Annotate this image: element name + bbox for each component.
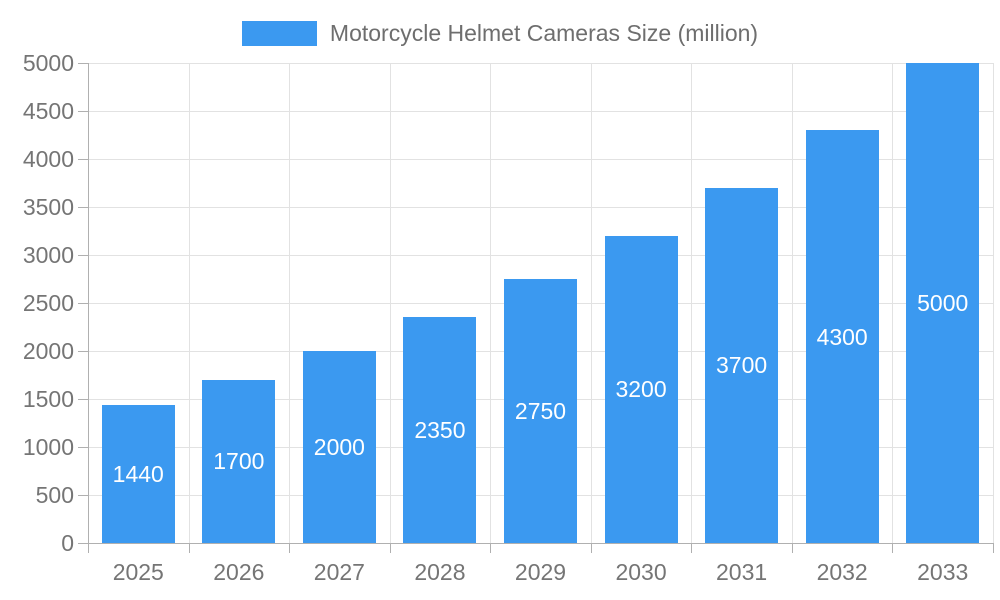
x-axis-label: 2028 (414, 559, 466, 585)
y-axis-label: 5000 (22, 50, 74, 76)
bar (202, 379, 276, 543)
bar (705, 187, 779, 543)
y-axis-line (88, 63, 89, 543)
bar (302, 351, 376, 543)
x-tick (88, 543, 89, 553)
x-gridline (389, 63, 391, 543)
y-gridline (88, 255, 993, 256)
y-axis-label: 2500 (22, 290, 74, 316)
bar (805, 130, 879, 543)
x-axis-label: 2032 (816, 559, 868, 585)
y-tick (78, 255, 88, 256)
x-gridline (490, 63, 492, 543)
y-axis-label: 1000 (22, 434, 74, 460)
y-axis-label: 0 (61, 530, 74, 556)
y-axis-label: 2000 (22, 338, 74, 364)
y-gridline (88, 207, 993, 208)
y-gridline (88, 63, 993, 64)
y-tick (78, 159, 88, 160)
y-tick (78, 111, 88, 112)
bar-value-label: 5000 (917, 290, 969, 316)
legend-label: Motorcycle Helmet Cameras Size (million) (329, 20, 759, 46)
y-tick (78, 303, 88, 304)
x-axis-label: 2030 (615, 559, 667, 585)
y-gridline (88, 159, 993, 160)
bar (403, 317, 477, 543)
bar-value-label: 1700 (213, 448, 265, 475)
y-axis-label: 3500 (22, 194, 74, 220)
bar-value-label: 3700 (716, 352, 768, 379)
legend-item[interactable]: Motorcycle Helmet Cameras Size (million) (241, 20, 759, 47)
legend: Motorcycle Helmet Cameras Size (million) (0, 20, 1000, 47)
y-axis-label: 4000 (22, 146, 74, 172)
x-tick (993, 543, 994, 553)
y-axis-label: 1500 (22, 386, 74, 412)
x-tick (691, 543, 693, 553)
x-tick (490, 543, 492, 553)
bar (504, 279, 577, 543)
bar (604, 235, 678, 543)
x-tick (188, 543, 190, 553)
y-tick (78, 399, 88, 400)
x-axis-label: 2026 (213, 559, 265, 585)
y-tick (78, 495, 88, 496)
x-axis-label: 2029 (514, 559, 567, 585)
x-tick (590, 543, 592, 553)
bar-value-label: 2000 (313, 434, 365, 460)
y-tick (78, 207, 88, 208)
x-gridline (993, 63, 994, 543)
x-axis-line (78, 543, 993, 544)
x-tick (892, 543, 894, 553)
x-gridline (289, 63, 291, 543)
y-axis-label: 500 (35, 482, 74, 508)
bar-value-label: 2750 (514, 398, 567, 424)
x-axis-label: 2027 (313, 559, 365, 585)
y-tick (78, 447, 88, 448)
x-gridline (892, 63, 894, 543)
y-tick (78, 63, 88, 64)
x-axis-label: 2033 (917, 559, 969, 585)
y-axis-label: 3000 (22, 242, 74, 268)
x-axis-label: 2025 (112, 559, 164, 585)
x-gridline (691, 63, 693, 543)
x-gridline (791, 63, 793, 543)
bar (101, 404, 175, 543)
bar-value-label: 1440 (112, 460, 164, 487)
y-axis-label: 4500 (22, 98, 74, 124)
legend-swatch (241, 21, 317, 46)
x-gridline (590, 63, 592, 543)
x-gridline (188, 63, 190, 543)
bar-value-label: 2350 (414, 417, 466, 444)
y-tick (78, 351, 88, 352)
x-tick (791, 543, 793, 553)
bar (906, 63, 980, 543)
x-tick (389, 543, 391, 553)
y-gridline (88, 111, 993, 112)
bar-value-label: 4300 (816, 323, 868, 350)
x-axis-label: 2031 (716, 559, 768, 585)
x-tick (289, 543, 291, 553)
bar-value-label: 3200 (615, 376, 667, 403)
